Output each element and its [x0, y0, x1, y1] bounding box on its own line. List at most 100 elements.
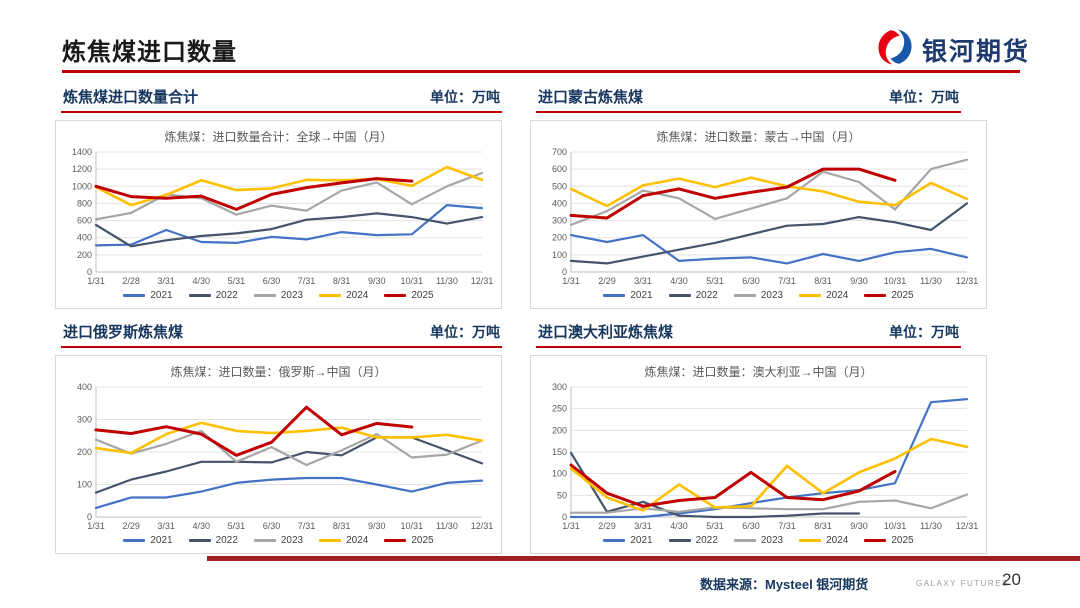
series-line-2021 [569, 233, 969, 265]
y-tick-label: 400 [77, 382, 92, 392]
y-tick-label: 0 [87, 267, 92, 277]
y-tick-label: 800 [77, 198, 92, 208]
x-tick-label: 8/31 [814, 276, 832, 286]
x-tick-label: 3/31 [157, 276, 175, 286]
chart-container: 炼焦煤：进口数量：蒙古→中国（月） 0 100 200 300 400 500 600 700… [530, 120, 987, 309]
legend-swatch [799, 539, 822, 542]
unit-label: 单位：万吨 [430, 324, 500, 340]
legend-swatch [799, 294, 822, 297]
series-line-2022 [569, 451, 861, 519]
panel-russia: 进口俄罗斯炼焦煤 单位：万吨 炼焦煤：进口数量：俄罗斯→中国（月） 0 100 20… [55, 321, 502, 554]
x-tick-label: 12/31 [471, 276, 494, 286]
x-tick-label: 2/29 [598, 276, 616, 286]
x-tick-label: 4/30 [670, 521, 688, 531]
x-tick-label: 7/31 [778, 521, 796, 531]
series-line-2021 [569, 398, 969, 519]
legend-swatch [188, 294, 211, 297]
series-line-2023 [569, 493, 969, 514]
y-tick-label: 600 [552, 164, 567, 174]
legend-swatch [384, 294, 407, 297]
header-divider [62, 70, 1020, 73]
legend-item-2024: 2024 [319, 535, 368, 546]
section-title: 进口俄罗斯炼焦煤 [63, 324, 184, 341]
x-tick-label: 12/31 [956, 521, 979, 531]
legend-label: 2025 [411, 290, 434, 301]
y-tick-label: 1200 [72, 164, 92, 174]
x-tick-label: 2/29 [598, 521, 616, 531]
series-line-2021 [94, 476, 484, 510]
bottom-accent-bar [207, 556, 1080, 561]
legend-item-2021: 2021 [123, 290, 173, 301]
panel-header: 炼焦煤进口数量合计 单位：万吨 [61, 86, 502, 113]
legend-label: 2022 [215, 290, 238, 301]
legend-item-2023: 2023 [253, 535, 303, 546]
x-tick-label: 12/31 [471, 521, 494, 531]
y-tick-label: 100 [77, 480, 92, 490]
y-tick-label: 50 [557, 490, 567, 500]
chart-container: 炼焦煤：进口数量：澳大利亚→中国（月） 0 50 100 150 200 250 300 1/… [530, 355, 987, 554]
legend-swatch [864, 539, 887, 542]
y-tick-label: 100 [552, 469, 567, 479]
legend-item-2022: 2022 [668, 290, 718, 301]
x-tick-label: 6/30 [263, 521, 281, 531]
y-tick-label: 1400 [72, 147, 92, 157]
series-line-2024 [94, 421, 484, 455]
y-tick-label: 100 [552, 250, 567, 260]
chart-legend: 2021 2022 2023 2024 2025 [62, 532, 495, 551]
legend-item-2025: 2025 [864, 290, 914, 301]
legend-swatch [864, 294, 887, 297]
legend-swatch [668, 539, 691, 542]
legend-item-2022: 2022 [188, 535, 238, 546]
panel-header: 进口蒙古炼焦煤 单位：万吨 [536, 86, 961, 113]
chart-container: 炼焦煤：进口数量合计：全球→中国（月） 0 200 400 600 800 1000 120… [55, 120, 502, 309]
y-tick-label: 600 [77, 216, 92, 226]
y-tick-label: 300 [77, 415, 92, 425]
galaxy-futures-logo: 银河期货 [876, 28, 1030, 71]
x-tick-label: 3/31 [634, 276, 652, 286]
x-tick-label: 8/31 [333, 521, 351, 531]
legend-item-2024: 2024 [319, 290, 368, 301]
y-tick-label: 500 [552, 181, 567, 191]
unit-label: 单位：万吨 [430, 89, 500, 105]
x-tick-label: 11/30 [920, 276, 942, 286]
y-tick-label: 700 [552, 147, 567, 157]
legend-swatch [384, 539, 407, 542]
legend-item-2025: 2025 [864, 535, 914, 546]
x-tick-label: 12/31 [956, 276, 979, 286]
section-title: 炼焦煤进口数量合计 [63, 89, 199, 106]
x-tick-label: 10/31 [884, 521, 907, 531]
legend-item-2021: 2021 [123, 535, 173, 546]
legend-label: 2024 [826, 535, 849, 546]
x-tick-label: 8/31 [333, 276, 351, 286]
legend-swatch [668, 294, 691, 297]
x-tick-label: 7/31 [298, 276, 316, 286]
y-tick-label: 400 [77, 233, 92, 243]
legend-label: 2024 [346, 535, 369, 546]
legend-swatch [253, 294, 276, 297]
line-chart-canvas: 0 50 100 150 200 250 300 1/31 2/29 3/31 4/30 5/31 6/… [552, 382, 979, 531]
brand-watermark: GALAXY FUTURES [916, 579, 1009, 588]
x-tick-label: 7/31 [298, 521, 316, 531]
section-title: 进口澳大利亚炼焦煤 [538, 324, 674, 341]
legend-item-2022: 2022 [188, 290, 238, 301]
x-tick-label: 6/30 [263, 276, 281, 286]
legend-label: 2022 [695, 535, 718, 546]
page-number: 20 [1002, 570, 1021, 589]
line-chart-canvas: 0 100 200 300 400 1/31 2/29 3/31 4/30 5/31 6/30 7/3… [77, 382, 494, 531]
y-tick-label: 200 [77, 447, 92, 457]
series-line-2023 [94, 429, 484, 467]
chart-title: 炼焦煤：进口数量合计：全球→中国（月） [164, 130, 393, 144]
chart-legend: 2021 2022 2023 2024 2025 [537, 287, 980, 306]
legend-swatch [733, 539, 756, 542]
series-line-2022 [569, 202, 969, 265]
x-tick-label: 9/30 [850, 521, 868, 531]
chart-title: 炼焦煤：进口数量：蒙古→中国（月） [656, 130, 861, 144]
y-tick-label: 300 [552, 382, 567, 392]
data-source-note: 数据来源：Mysteel 银河期货 [700, 577, 869, 592]
series-line-2025 [569, 167, 897, 220]
legend-swatch [603, 294, 626, 297]
legend-item-2025: 2025 [384, 535, 434, 546]
legend-item-2021: 2021 [603, 535, 653, 546]
x-tick-label: 11/30 [436, 276, 458, 286]
section-title: 进口蒙古炼焦煤 [538, 89, 644, 106]
